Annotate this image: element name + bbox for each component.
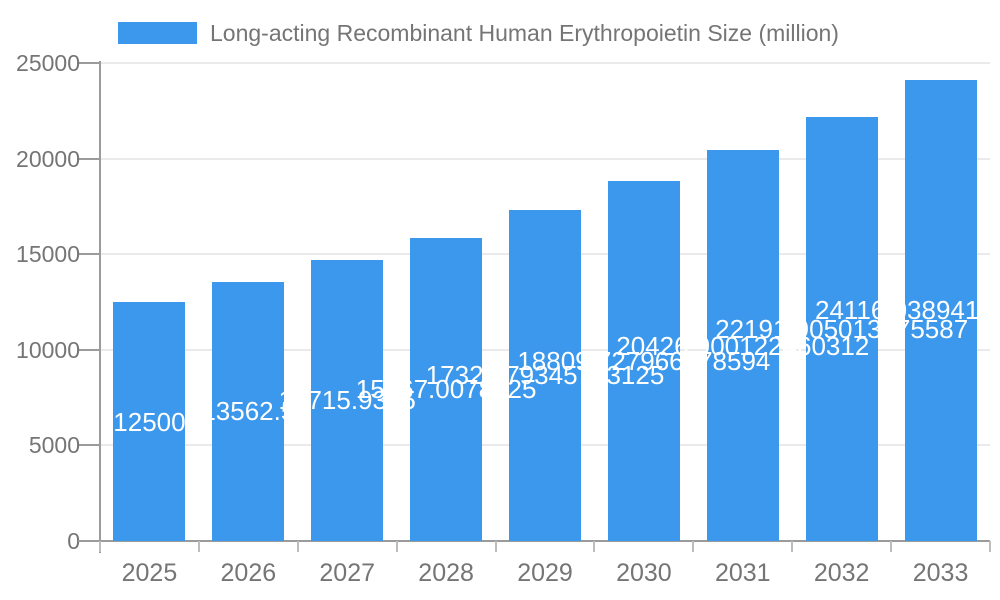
x-axis-category-tick xyxy=(692,541,695,552)
bar-2028[interactable] xyxy=(410,237,483,541)
x-axis-line xyxy=(78,540,990,542)
x-axis-category-tick xyxy=(989,541,991,552)
bar-2031[interactable] xyxy=(706,150,779,541)
y-axis-tick-label: 25000 xyxy=(16,50,80,76)
bar-2029[interactable] xyxy=(509,209,581,541)
y-axis-tick-label: 15000 xyxy=(16,241,80,268)
y-axis-tick-10000 xyxy=(78,348,100,351)
x-axis-label-2033: 2033 xyxy=(912,559,969,587)
legend-swatch-icon[interactable] xyxy=(118,22,197,44)
bar-2030[interactable] xyxy=(607,181,680,541)
y-axis-tick-20000 xyxy=(78,157,100,160)
y-axis-tick-label: 10000 xyxy=(16,336,80,363)
y-axis-tick-25000 xyxy=(78,62,100,64)
gridline-y-25000 xyxy=(100,62,990,64)
bar-2032[interactable] xyxy=(805,116,878,541)
x-axis-category-tick xyxy=(395,541,398,552)
y-axis-tick-label: 0 xyxy=(67,528,80,554)
y-axis-line xyxy=(99,61,101,553)
x-axis-label-2029: 2029 xyxy=(517,559,573,587)
y-axis-tick-label: 5000 xyxy=(28,432,80,459)
bar-2033[interactable] xyxy=(904,79,977,541)
x-axis-category-tick xyxy=(197,541,200,552)
x-axis-category-tick xyxy=(99,541,101,552)
y-axis-tick-label: 20000 xyxy=(16,145,80,172)
legend-series-label: Long-acting Recombinant Human Erythropoi… xyxy=(210,20,839,46)
x-axis-category-tick xyxy=(791,541,794,552)
x-axis-label-2028: 2028 xyxy=(418,559,474,587)
x-axis-label-2030: 2030 xyxy=(616,559,672,587)
x-axis-label-2026: 2026 xyxy=(220,559,277,587)
chart-legend[interactable]: Long-acting Recombinant Human Erythropoi… xyxy=(118,21,839,45)
bar-2027[interactable] xyxy=(311,259,384,541)
x-axis-label-2025: 2025 xyxy=(121,559,178,587)
x-axis-category-tick xyxy=(593,541,596,552)
y-axis-tick-15000 xyxy=(78,253,100,256)
bar-2025[interactable] xyxy=(113,302,186,541)
x-axis-category-tick xyxy=(296,541,299,552)
x-axis-label-2032: 2032 xyxy=(813,559,870,587)
x-axis-category-tick xyxy=(890,541,893,552)
gridline-y-20000 xyxy=(100,157,990,160)
x-axis-label-2031: 2031 xyxy=(714,559,771,587)
y-axis-tick-5000 xyxy=(78,444,100,447)
x-axis-label-2027: 2027 xyxy=(319,559,376,587)
bar-2026[interactable] xyxy=(212,281,285,541)
x-axis-category-tick xyxy=(494,541,497,552)
